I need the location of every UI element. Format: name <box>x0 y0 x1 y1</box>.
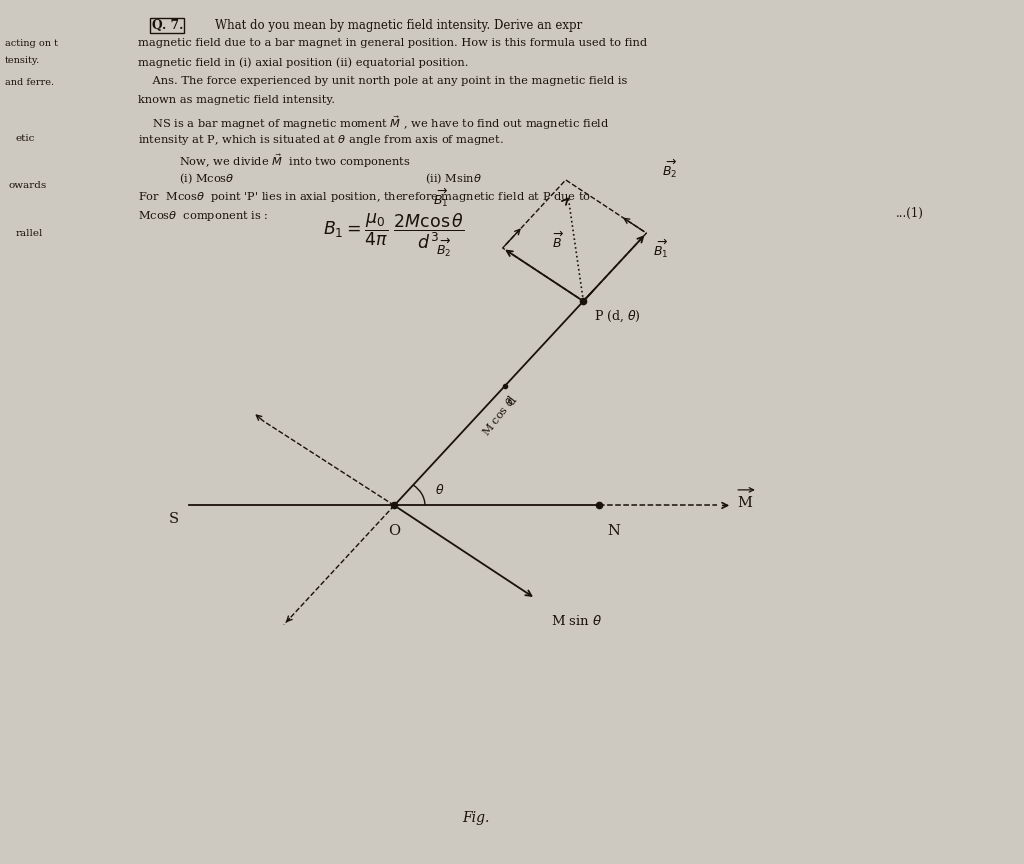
Text: Ans. The force experienced by unit north pole at any point in the magnetic field: Ans. The force experienced by unit north… <box>138 76 628 86</box>
Text: d: d <box>505 393 520 408</box>
Text: P (d, $\theta$): P (d, $\theta$) <box>594 308 640 324</box>
Text: (i) Mcos$\theta$: (i) Mcos$\theta$ <box>179 171 234 186</box>
Text: Mcos$\theta$  component is :: Mcos$\theta$ component is : <box>138 209 268 223</box>
Text: magnetic field in (i) axial position (ii) equatorial position.: magnetic field in (i) axial position (ii… <box>138 57 469 67</box>
Text: For  Mcos$\theta$  point 'P' lies in axial position, therefore magnetic field at: For Mcos$\theta$ point 'P' lies in axial… <box>138 190 592 204</box>
Text: magnetic field due to a bar magnet in general position. How is this formula used: magnetic field due to a bar magnet in ge… <box>138 38 647 48</box>
Text: M cos $\theta$: M cos $\theta$ <box>479 395 517 438</box>
Text: S: S <box>169 512 179 526</box>
Text: (ii) Msin$\theta$: (ii) Msin$\theta$ <box>425 171 482 186</box>
Text: known as magnetic field intensity.: known as magnetic field intensity. <box>138 95 335 105</box>
Text: What do you mean by magnetic field intensity. Derive an expr: What do you mean by magnetic field inten… <box>215 19 583 32</box>
Text: $B_1 = \dfrac{\mu_0}{4\pi}\ \dfrac{2M\cos\theta}{d^3}$: $B_1 = \dfrac{\mu_0}{4\pi}\ \dfrac{2M\co… <box>323 212 464 251</box>
Text: intensity at P, which is situated at $\theta$ angle from axis of magnet.: intensity at P, which is situated at $\t… <box>138 133 504 147</box>
Text: rallel: rallel <box>15 229 43 238</box>
Text: Q. 7.: Q. 7. <box>152 19 183 32</box>
Text: O: O <box>388 524 400 538</box>
Text: M: M <box>737 496 753 510</box>
Text: $\overrightarrow{B_2}$: $\overrightarrow{B_2}$ <box>662 157 678 180</box>
Text: $\overrightarrow{B_2}$: $\overrightarrow{B_2}$ <box>436 237 452 259</box>
Text: $\theta$: $\theta$ <box>435 483 444 497</box>
Text: owards: owards <box>8 181 46 190</box>
Text: M sin $\theta$: M sin $\theta$ <box>551 614 602 628</box>
Text: acting on t: acting on t <box>5 39 58 48</box>
Text: etic: etic <box>15 134 35 143</box>
Text: and ferre.: and ferre. <box>5 78 54 86</box>
Text: NS is a bar magnet of magnetic moment $\vec{M}$ , we have to find out magnetic f: NS is a bar magnet of magnetic moment $\… <box>138 114 609 132</box>
Text: Fig.: Fig. <box>463 811 489 825</box>
Text: $\overrightarrow{B_1}$: $\overrightarrow{B_1}$ <box>652 238 669 260</box>
Text: tensity.: tensity. <box>5 56 40 65</box>
Text: ...(1): ...(1) <box>896 207 924 220</box>
Text: N: N <box>607 524 621 538</box>
Text: Now, we divide $\vec{M}$  into two components: Now, we divide $\vec{M}$ into two compon… <box>179 152 411 170</box>
Text: $\overrightarrow{B_1}$: $\overrightarrow{B_1}$ <box>433 187 449 209</box>
Text: $\overrightarrow{B}$: $\overrightarrow{B}$ <box>552 231 564 251</box>
